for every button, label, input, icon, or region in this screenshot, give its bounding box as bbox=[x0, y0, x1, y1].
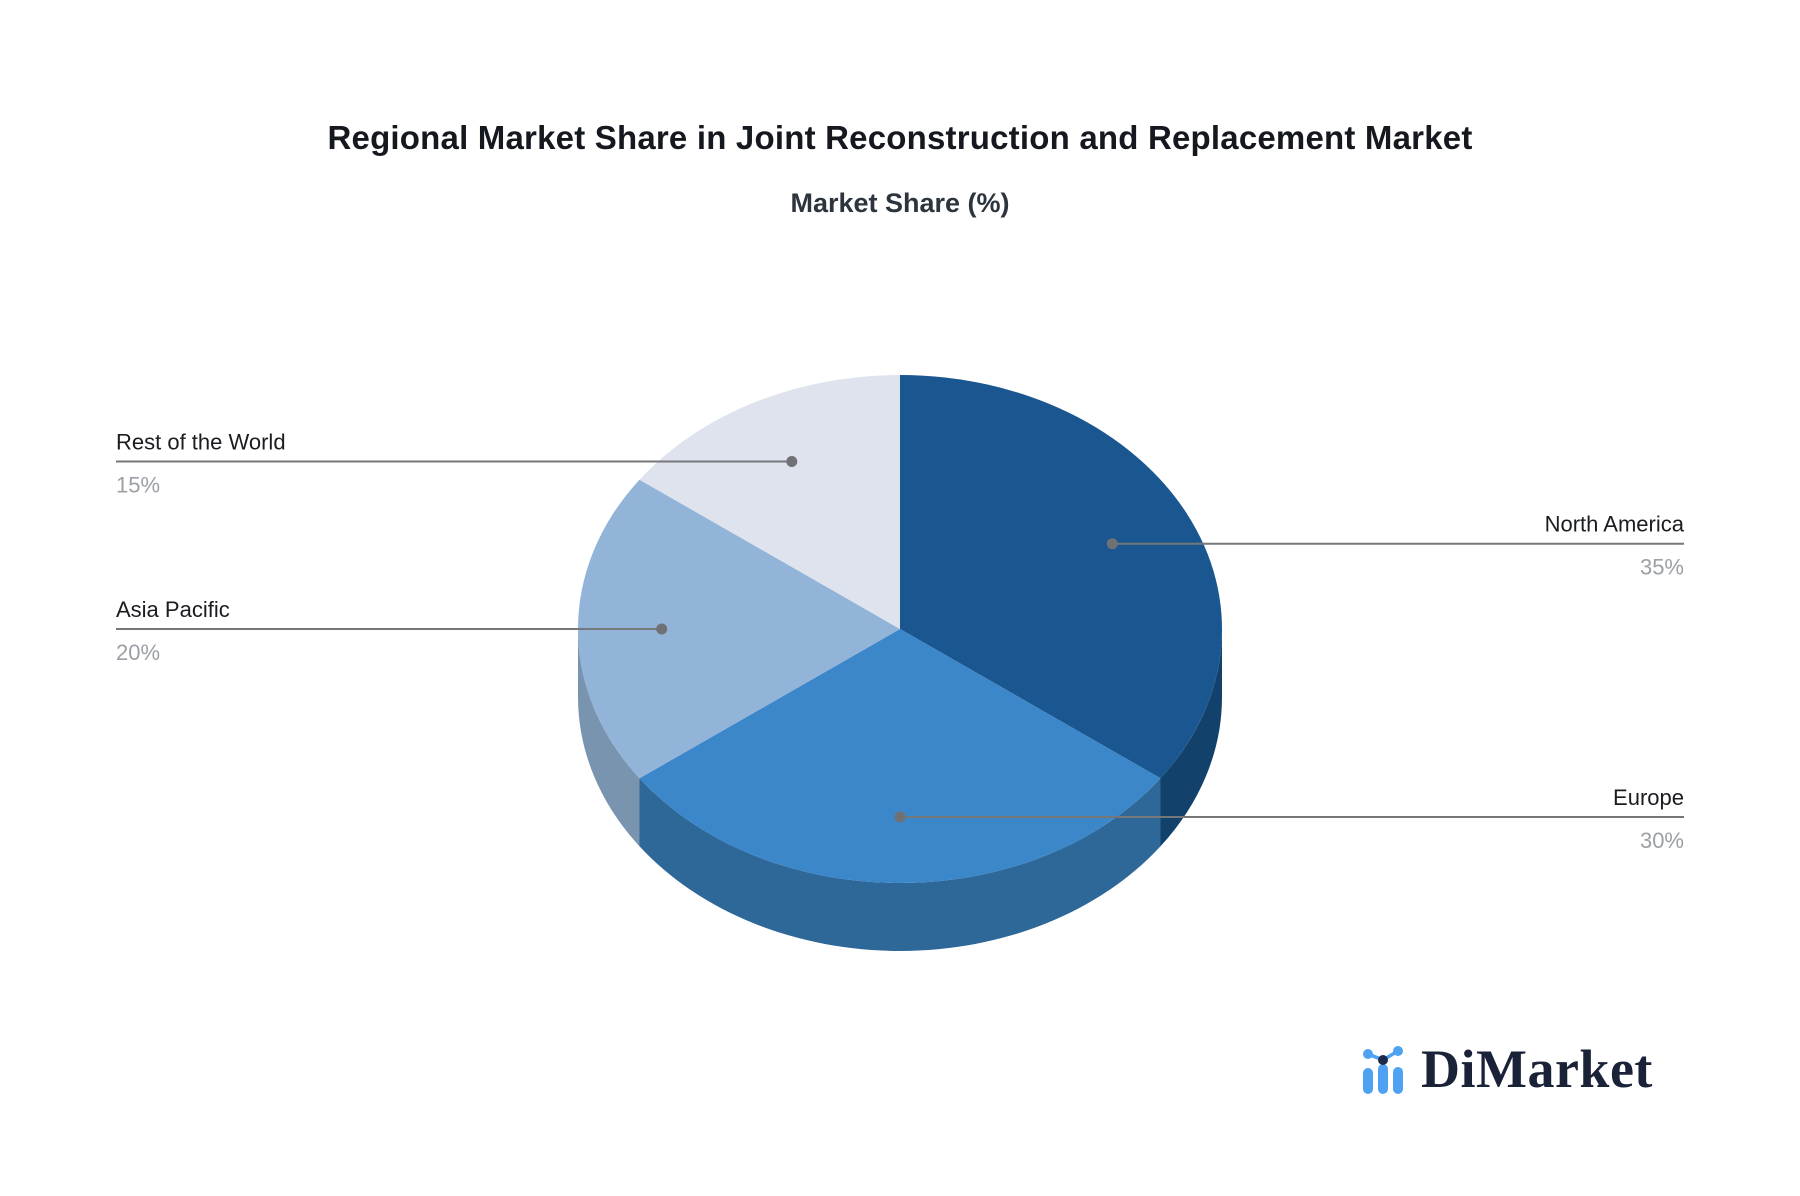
slice-label-rest-of-the-world: Rest of the World bbox=[116, 430, 286, 455]
slice-label-north-america: North America bbox=[1545, 512, 1685, 537]
slice-value-rest-of-the-world: 15% bbox=[116, 473, 160, 498]
pie-slice-asia-pacific[interactable] bbox=[578, 479, 900, 779]
dimarket-logo: DiMarket bbox=[1362, 1036, 1653, 1096]
slice-label-europe: Europe bbox=[1613, 785, 1684, 810]
pie-slice-side-asia-pacific bbox=[578, 629, 640, 847]
slice-value-asia-pacific: 20% bbox=[116, 640, 160, 665]
leader-dot-rest-of-the-world bbox=[786, 456, 798, 467]
slice-label-asia-pacific: Asia Pacific bbox=[116, 597, 230, 622]
chart-title: Regional Market Share in Joint Reconstru… bbox=[327, 119, 1473, 156]
leader-dot-asia-pacific bbox=[656, 623, 668, 635]
leader-dot-europe bbox=[894, 811, 906, 823]
pie-slice-north-america[interactable] bbox=[900, 375, 1222, 779]
bar-line-chart-icon bbox=[1363, 1046, 1403, 1094]
pie-slice-europe[interactable] bbox=[639, 629, 1161, 883]
pie-slice-rest-of-the-world[interactable] bbox=[639, 375, 901, 629]
slice-value-europe: 30% bbox=[1640, 828, 1684, 853]
logo-text: DiMarket bbox=[1421, 1039, 1653, 1099]
leader-dot-north-america bbox=[1106, 538, 1118, 550]
pie-slice-side-north-america bbox=[1160, 629, 1222, 847]
slice-value-north-america: 35% bbox=[1640, 555, 1684, 580]
pie-slice-side-europe bbox=[639, 778, 1161, 951]
chart-subtitle: Market Share (%) bbox=[790, 188, 1010, 218]
